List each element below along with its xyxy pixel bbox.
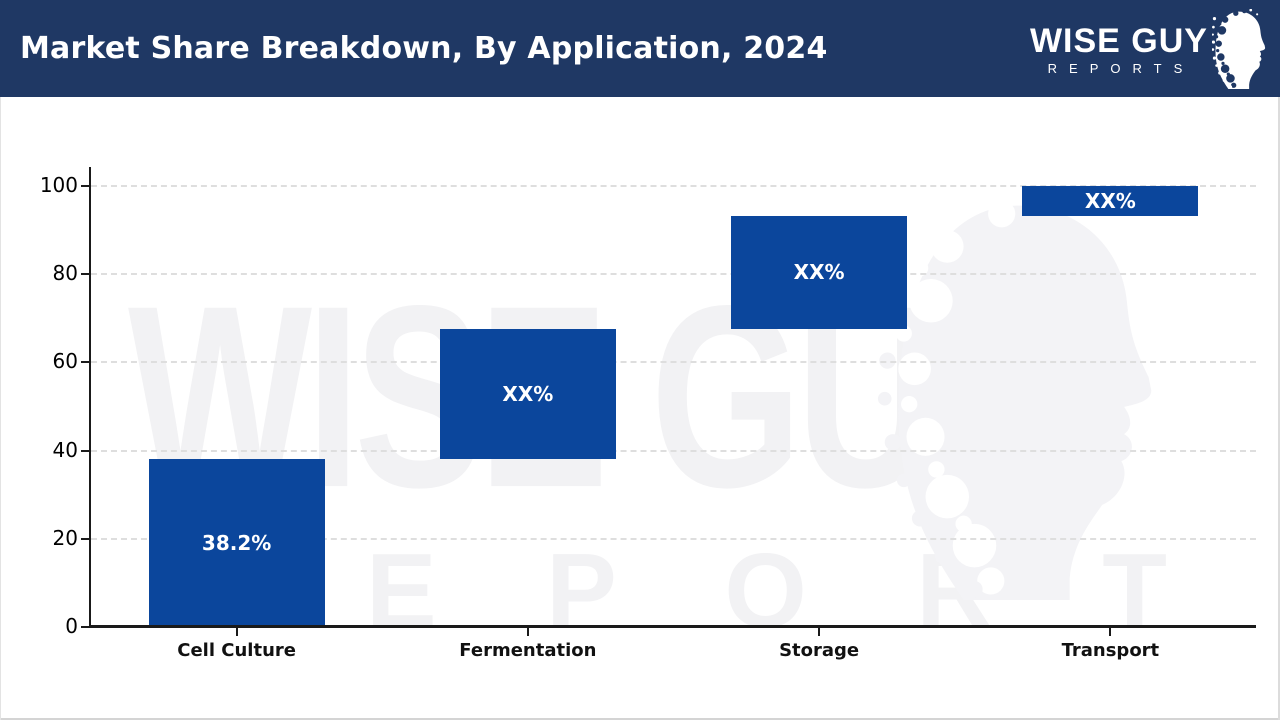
y-axis-line — [89, 167, 91, 628]
y-tick-label: 100 — [39, 173, 78, 197]
right-border — [1278, 0, 1280, 720]
logo-text: WISE GUY REPORTS — [1030, 24, 1208, 75]
bottom-border — [0, 718, 1280, 720]
x-tick-mark — [235, 628, 238, 636]
bar-value-label: XX% — [793, 260, 845, 285]
gridline — [91, 361, 1256, 364]
bar-transport: XX% — [1022, 186, 1199, 216]
bar-value-label: XX% — [1084, 188, 1136, 213]
y-tick-mark — [81, 626, 89, 628]
category-label: Transport — [1061, 640, 1160, 661]
bar-cell-culture: 38.2% — [148, 458, 325, 627]
bar-value-label: 38.2% — [201, 530, 272, 555]
y-tick-label: 60 — [52, 349, 78, 374]
bar-storage: XX% — [731, 215, 908, 329]
left-border — [0, 0, 1, 720]
gridline — [91, 185, 1256, 187]
logo-wordmark: WISE GUY — [1029, 21, 1208, 60]
y-tick-mark — [81, 449, 89, 452]
y-tick-mark — [81, 361, 89, 364]
y-tick-label: 20 — [52, 525, 78, 550]
bar-fermentation: XX% — [439, 328, 616, 459]
y-tick-label: 80 — [52, 261, 78, 286]
y-tick-label: 40 — [52, 437, 78, 462]
category-label: Cell Culture — [177, 640, 296, 661]
y-tick-mark — [81, 273, 89, 276]
x-tick-mark — [526, 628, 529, 636]
gridline — [91, 449, 1256, 452]
header-bar: Market Share Breakdown, By Application, … — [0, 0, 1280, 97]
watermark-face-icon — [877, 192, 1152, 600]
bar-value-label: XX% — [502, 381, 554, 406]
gridline — [91, 537, 1256, 540]
logo-subtitle: REPORTS — [1047, 60, 1195, 76]
wiseguy-logo: WISE GUY REPORTS — [1030, 8, 1266, 90]
y-tick-mark — [81, 537, 89, 540]
y-tick-label: 0 — [65, 614, 78, 638]
gridline — [91, 273, 1256, 276]
x-tick-mark — [818, 628, 821, 636]
x-tick-mark — [1109, 628, 1112, 636]
category-label: Storage — [779, 640, 860, 661]
x-axis-line — [89, 625, 1256, 628]
chart-title: Market Share Breakdown, By Application, … — [20, 31, 828, 66]
logo-face-icon — [1212, 9, 1266, 89]
category-label: Fermentation — [459, 640, 597, 661]
y-tick-mark — [81, 185, 89, 187]
